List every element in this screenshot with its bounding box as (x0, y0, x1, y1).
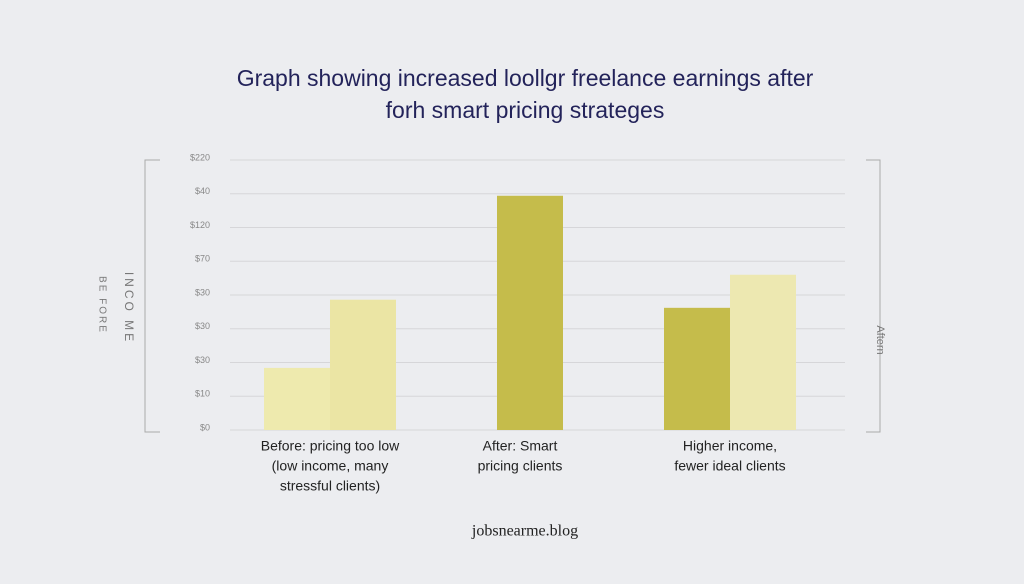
bar (264, 367, 330, 430)
frame-left (144, 159, 160, 433)
chart-title-line: Graph showing increased loollgr freelanc… (237, 65, 814, 91)
side-label: INCO ME (122, 272, 136, 344)
x-tick-label: pricing clients (478, 458, 563, 474)
bar (330, 299, 396, 430)
side-label: BE FORE (96, 276, 107, 334)
y-tick-label: $0 (200, 422, 210, 432)
y-tick-label: $120 (190, 220, 210, 230)
y-tick-label: $220 (190, 152, 210, 162)
y-tick-label: $10 (195, 389, 210, 399)
bar (664, 307, 730, 430)
footer: jobsnearme.blog (471, 523, 578, 540)
x-tick-label: fewer ideal clients (674, 458, 785, 474)
y-tick-label: $40 (195, 186, 210, 196)
y-tick-label: $30 (195, 321, 210, 331)
x-tick-label: Before: pricing too low (261, 438, 400, 454)
x-tick-label: Higher income, (683, 438, 777, 454)
bar (730, 274, 796, 430)
x-tick-label: After: Smart (483, 438, 558, 454)
y-tick-label: $70 (195, 254, 210, 264)
bar (497, 195, 563, 430)
x-tick-label: stressful clients) (280, 478, 380, 494)
side-label: Aftern (874, 325, 886, 354)
x-tick-label: (low income, many (272, 458, 389, 474)
y-tick-label: $30 (195, 287, 210, 297)
frame-right (866, 159, 881, 433)
chart-title-line: forh smart pricing strateges (386, 97, 665, 123)
y-tick-label: $30 (195, 355, 210, 365)
